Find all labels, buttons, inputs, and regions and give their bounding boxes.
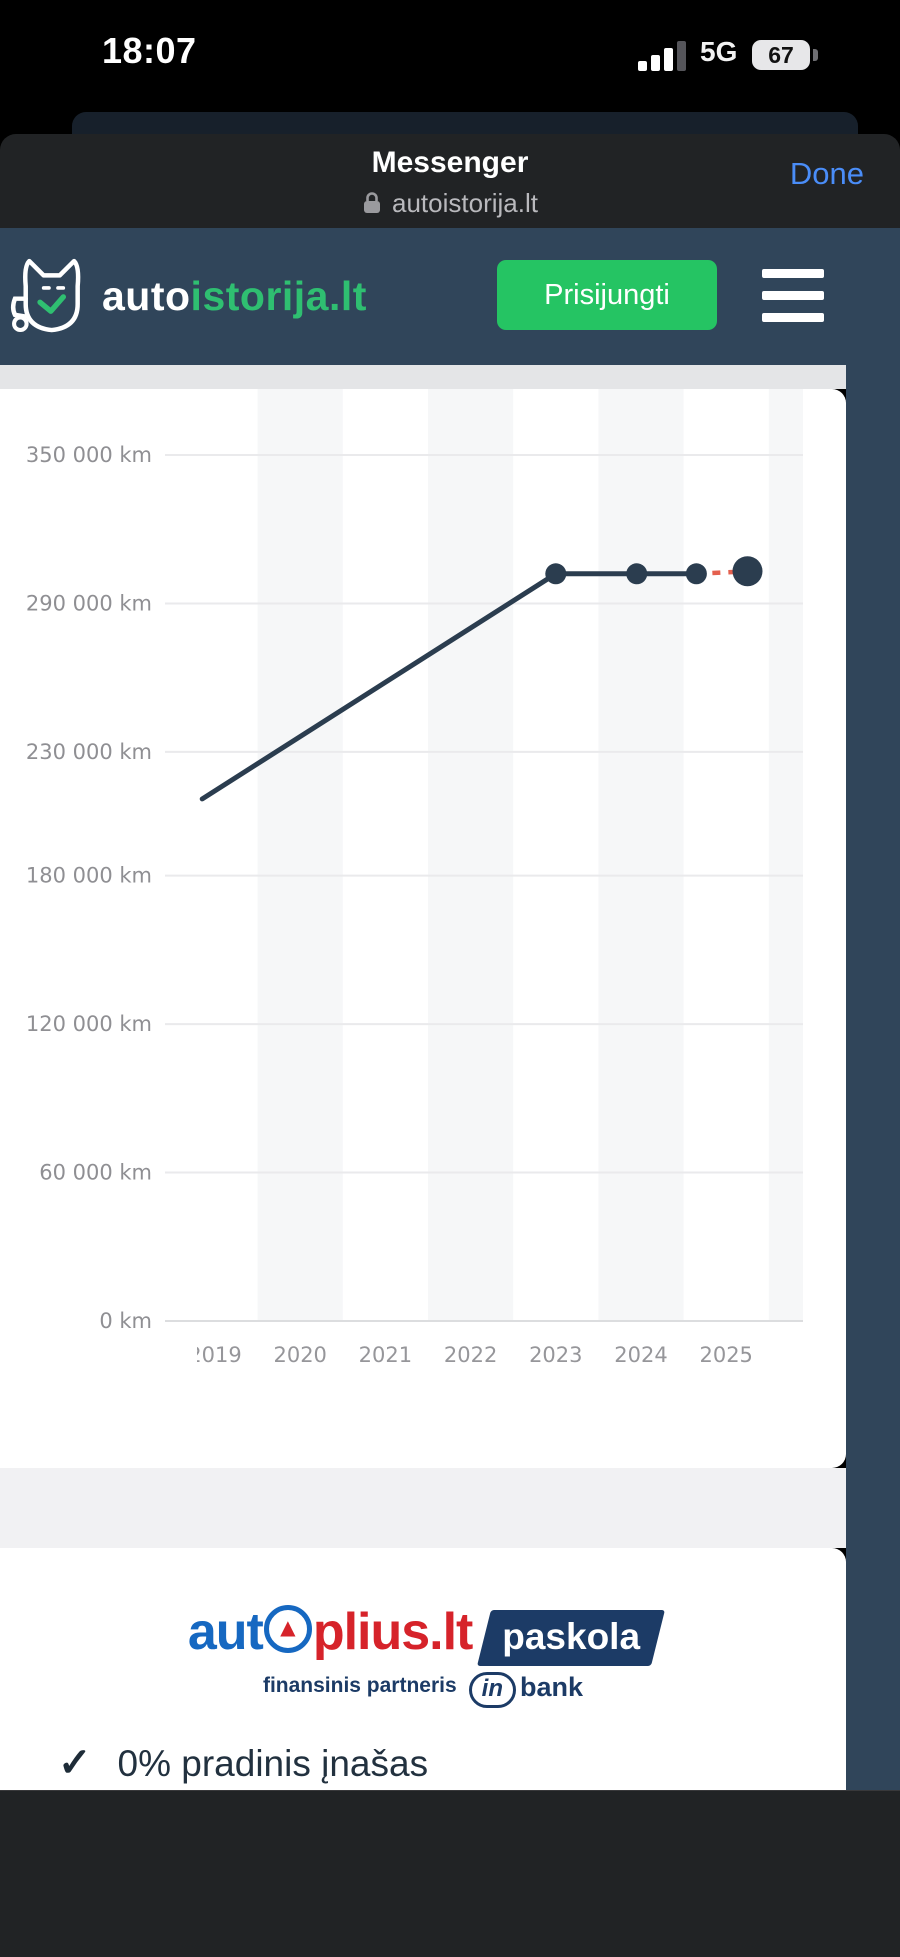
address-row[interactable]: autoistorija.lt <box>0 188 900 219</box>
chart-data-point <box>545 563 567 585</box>
site-logo-text: autoistorija.lt <box>102 272 367 319</box>
autoistorija-logo-icon <box>10 258 81 333</box>
network-type-label: 5G <box>700 36 738 67</box>
y-axis-tick-label: 120 000 km <box>26 1012 152 1036</box>
page-right-background <box>846 365 900 1790</box>
bullet-text: 0% pradinis įnašas <box>117 1743 429 1784</box>
battery-icon: 67 <box>752 40 810 70</box>
content-gap <box>0 365 846 389</box>
chart-year-band <box>257 389 343 1321</box>
chart-line <box>199 571 699 802</box>
done-button[interactable]: Done <box>789 156 864 191</box>
y-axis-tick-label: 350 000 km <box>26 443 152 467</box>
inbank-in-icon: in <box>468 1672 516 1708</box>
x-axis-tick-label: 2022 <box>444 1343 497 1367</box>
lock-icon <box>364 192 381 213</box>
y-axis-tick-label: 180 000 km <box>26 864 152 888</box>
battery-percent: 67 <box>768 41 794 68</box>
chart-data-point <box>626 563 648 585</box>
y-axis-tick-label: 0 km <box>99 1309 152 1333</box>
x-axis-tick-label: 2024 <box>614 1343 667 1367</box>
y-axis-tick-label: 60 000 km <box>39 1161 152 1185</box>
chart-data-point <box>685 563 707 585</box>
chart-year-band <box>598 389 684 1321</box>
autoplius-logo-text-blue: aut <box>187 1603 264 1661</box>
browser-nav-bar: ‹ › ••• <box>0 1790 900 1957</box>
paskola-badge: paskola <box>477 1610 666 1666</box>
x-axis-tick-label: 2020 <box>273 1343 326 1367</box>
finance-partner-row: finansinis partneris in bank <box>0 1672 846 1708</box>
battery-nub <box>813 49 818 61</box>
status-time: 18:07 <box>102 30 197 71</box>
x-axis-tick-label: 2025 <box>699 1343 752 1367</box>
y-axis-tick-label: 230 000 km <box>26 740 152 764</box>
x-axis-tick-label: 2023 <box>529 1343 582 1367</box>
content-gap <box>0 1468 846 1548</box>
autoplius-paskola-logo[interactable]: aut ▲ plius.lt paskola <box>0 1602 846 1666</box>
hamburger-menu-icon[interactable] <box>762 268 824 322</box>
inbank-bank-text: bank <box>520 1672 584 1702</box>
loan-benefit-bullet: ✓ 0% pradinis įnašas <box>58 1740 428 1786</box>
checkmark-icon: ✓ <box>58 1741 92 1785</box>
site-header: autoistorija.lt Prisijungti <box>0 228 900 365</box>
chart-year-band <box>768 389 803 1321</box>
browser-app-title: Messenger <box>371 146 529 179</box>
loan-banner-card <box>0 1548 846 1790</box>
messenger-browser-header: Messenger autoistorija.lt Done <box>0 134 900 228</box>
login-button[interactable]: Prisijungti <box>497 260 717 330</box>
chart-data-point-large <box>732 556 763 587</box>
autoplius-logo-text-red: plius.lt <box>312 1603 474 1661</box>
background-sheet-edge <box>72 112 858 138</box>
site-logo[interactable]: autoistorija.lt <box>6 252 367 340</box>
partner-label: finansinis partneris <box>262 1674 457 1697</box>
y-axis-tick-label: 290 000 km <box>26 591 152 615</box>
ios-status-bar: 18:07 5G 67 <box>0 0 900 100</box>
autoplius-emblem-icon: ▲ <box>263 1605 312 1653</box>
mileage-line-chart: 350 000 km 290 000 km 230 000 km 180 000 km… <box>26 389 803 1367</box>
chart-year-band <box>428 389 514 1321</box>
x-axis-tick-label: 2021 <box>359 1343 412 1367</box>
site-domain: autoistorija.lt <box>392 188 538 218</box>
x-axis-tick-label: 2019 <box>188 1343 241 1367</box>
